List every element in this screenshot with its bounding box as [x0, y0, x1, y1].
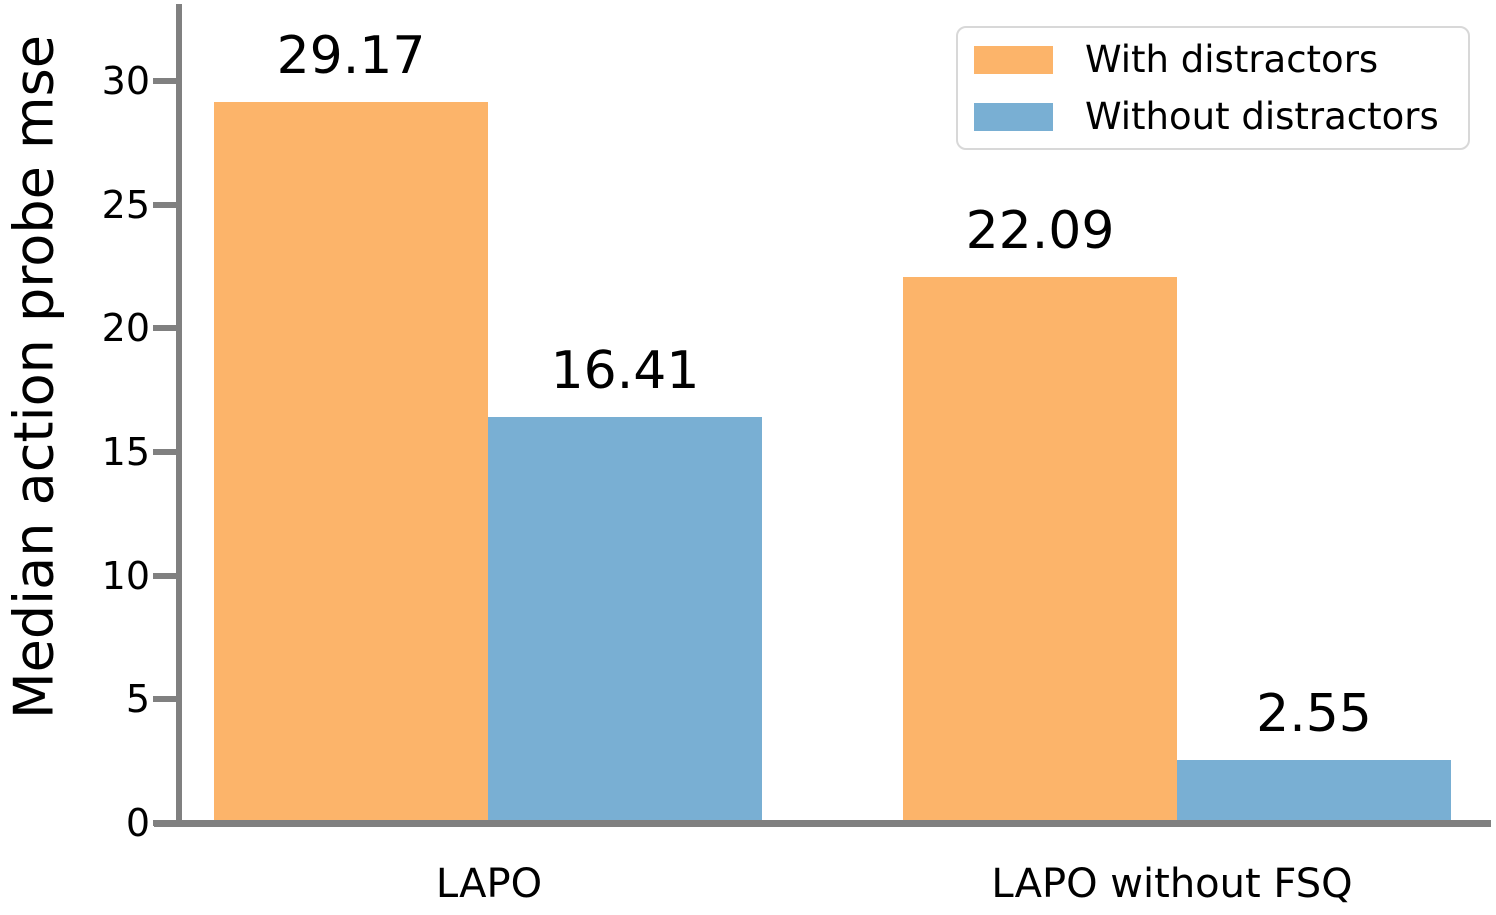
bar-value-label: 2.55	[1256, 684, 1372, 744]
bar-lapo-without-fsq-without-distractors	[1177, 760, 1451, 823]
y-tick-mark	[153, 325, 177, 332]
y-tick-label: 20	[101, 306, 150, 351]
y-axis-title: Median action probe mse	[2, 35, 66, 719]
legend-item-with-distractors: With distractors	[974, 31, 1468, 88]
x-category-label-lapo: LAPO	[435, 861, 543, 907]
legend-label-without-distractors: Without distractors	[1085, 95, 1439, 138]
y-tick-mark	[153, 201, 177, 208]
y-tick-label: 15	[101, 430, 150, 474]
bar-lapo-with-distractors	[214, 102, 488, 823]
bar-lapo-without-fsq-with-distractors	[903, 277, 1177, 823]
x-category-label-lapo-without-fsq: LAPO without FSQ	[991, 861, 1353, 907]
bar-lapo-without-distractors	[488, 417, 762, 823]
y-tick-mark	[153, 78, 177, 84]
x-axis-spine	[154, 820, 1491, 827]
y-tick-label: 5	[125, 677, 150, 722]
legend-swatch-orange	[974, 45, 1053, 74]
y-tick-mark	[153, 449, 177, 455]
y-axis-spine	[176, 4, 182, 826]
legend-item-without-distractors: Without distractors	[974, 88, 1468, 145]
legend-swatch-blue	[974, 102, 1053, 131]
y-tick-label: 10	[101, 553, 150, 598]
y-tick-mark	[153, 572, 177, 579]
y-tick-label: 25	[101, 182, 150, 227]
legend-label-with-distractors: With distractors	[1085, 38, 1379, 81]
bar-value-label: 16.41	[550, 341, 700, 401]
y-tick-mark	[153, 696, 177, 703]
y-tick-label: 0	[125, 801, 150, 845]
bar-value-label: 22.09	[965, 201, 1115, 261]
y-tick-label: 30	[101, 59, 150, 103]
legend: With distractors Without distractors	[956, 26, 1470, 150]
bar-value-label: 29.17	[276, 26, 426, 86]
